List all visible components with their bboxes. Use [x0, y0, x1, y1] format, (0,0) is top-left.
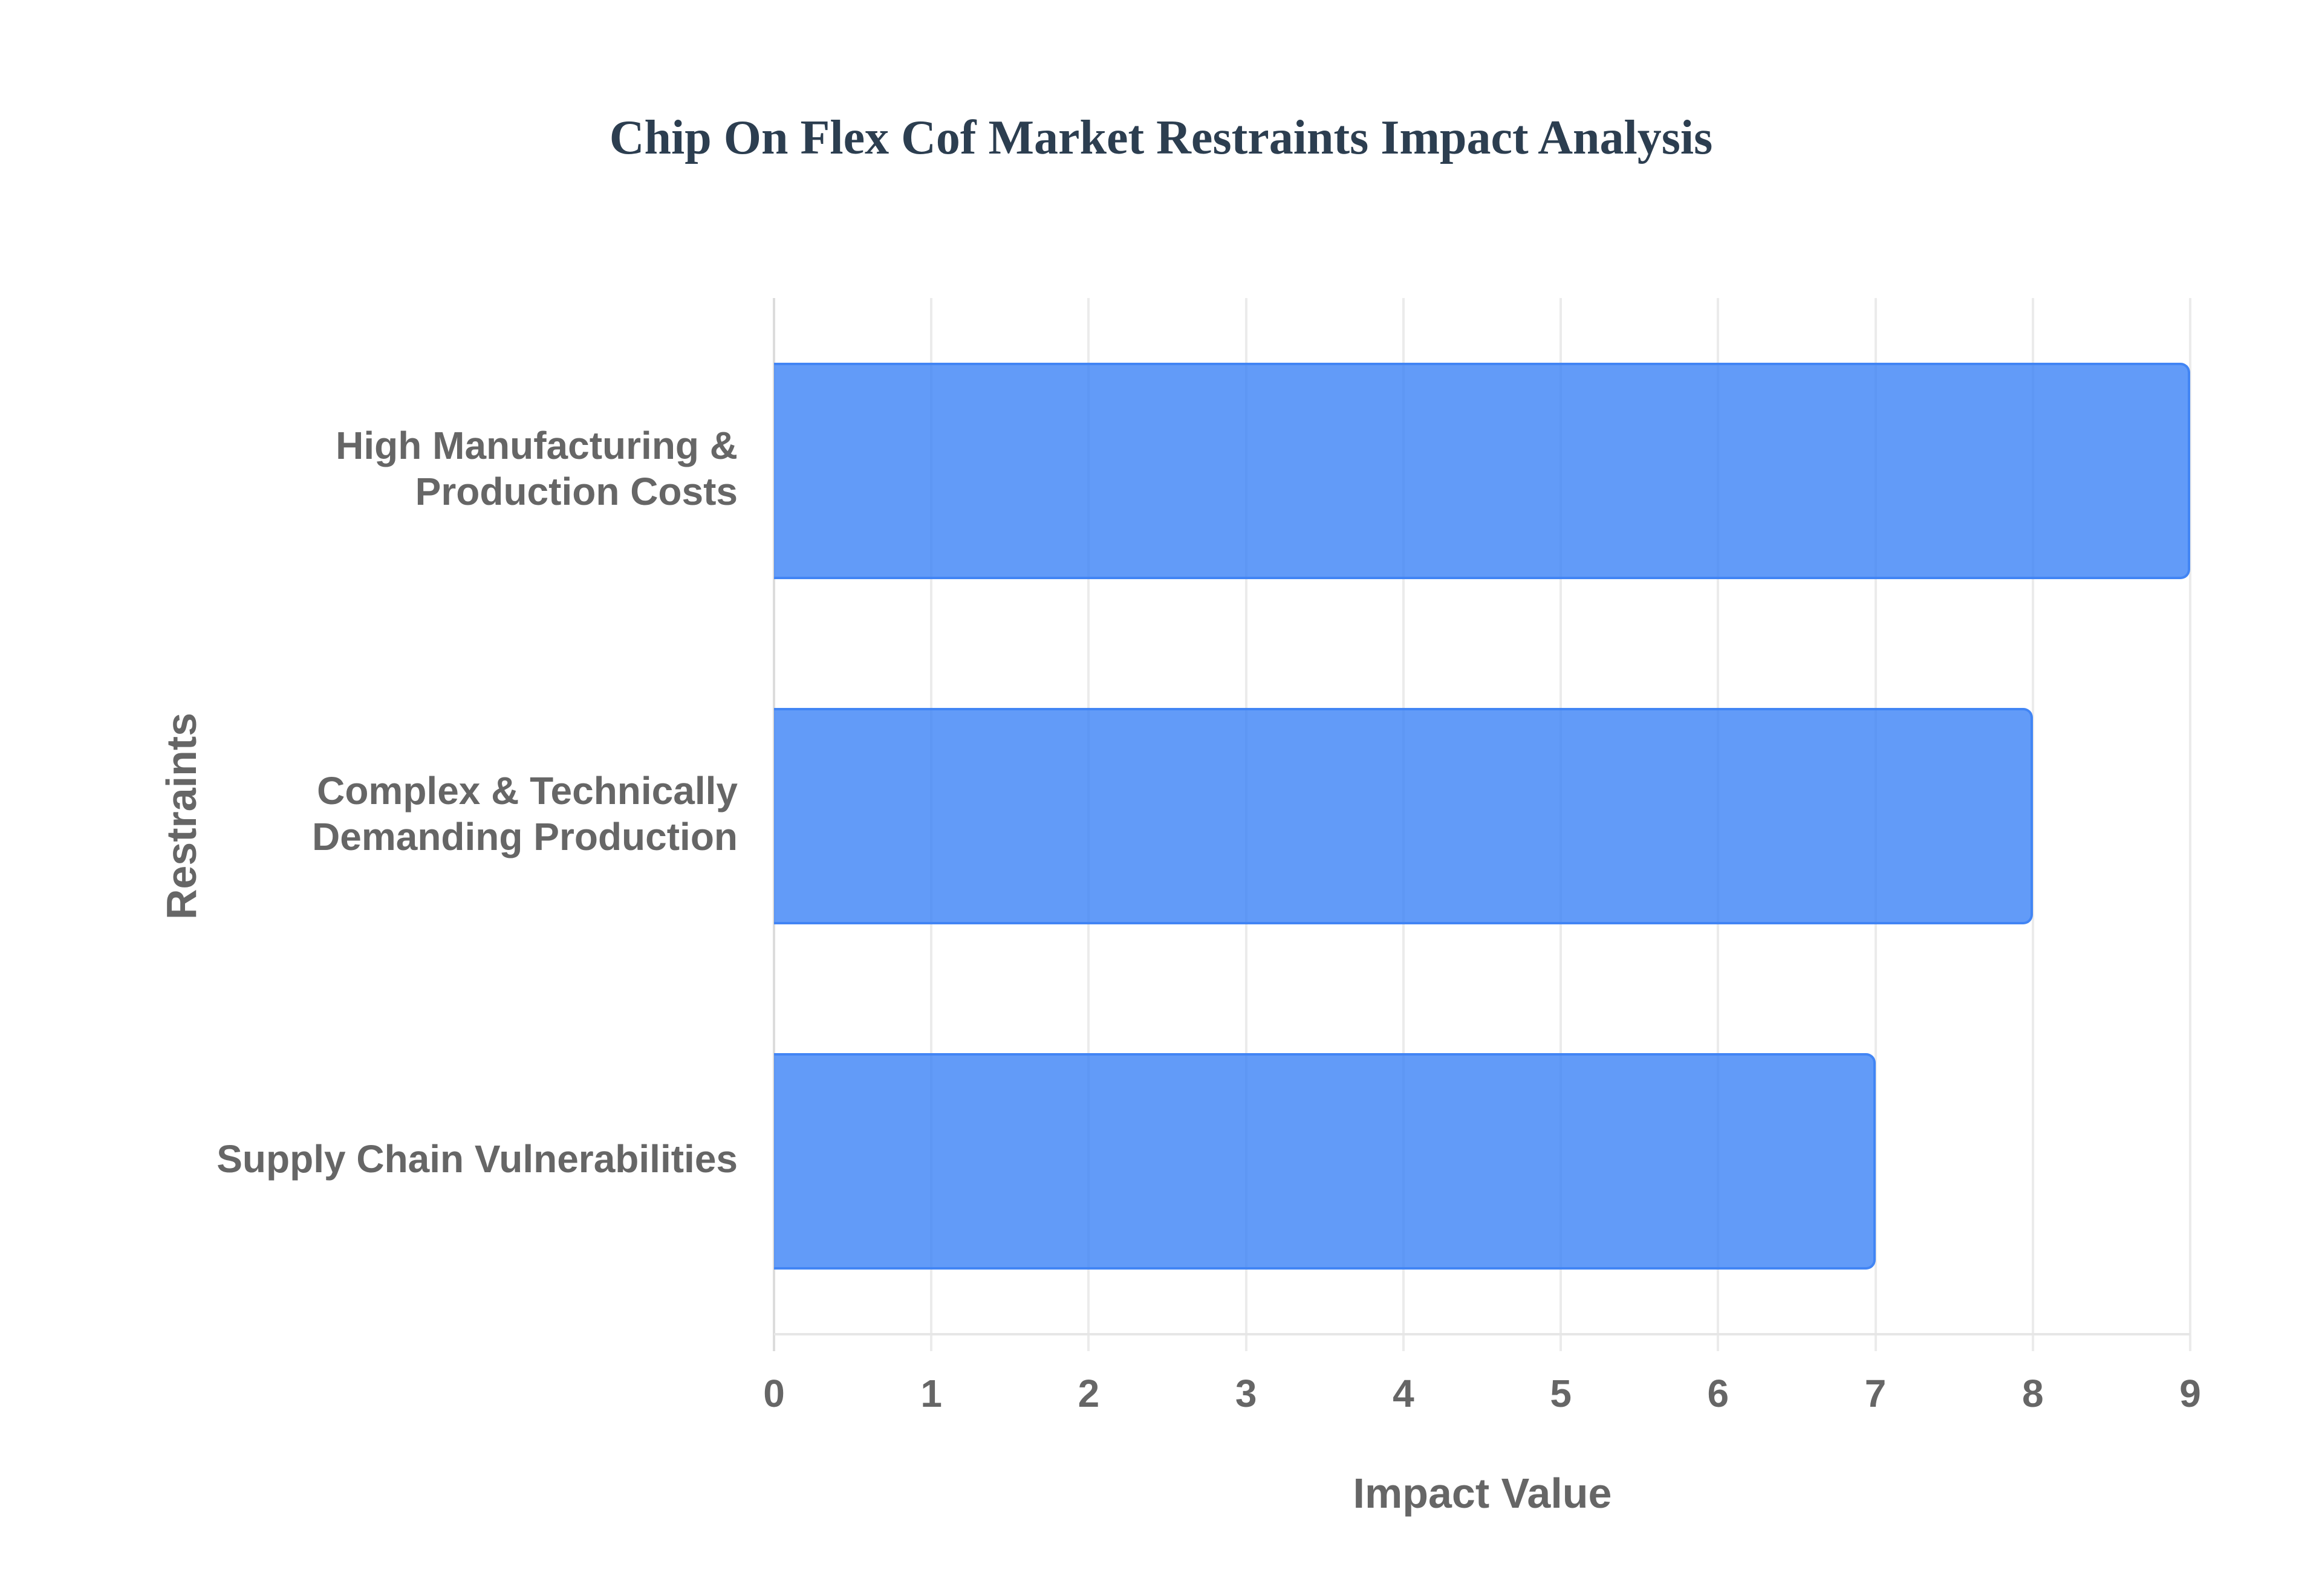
x-tick-label: 5 — [1550, 1372, 1572, 1415]
x-tick-label: 1 — [920, 1372, 943, 1415]
y-category-label: High Manufacturing & Production Costs — [194, 423, 738, 514]
bar[interactable] — [774, 362, 2190, 579]
bar[interactable] — [774, 1053, 1876, 1270]
x-tick-label: 6 — [1707, 1372, 1729, 1415]
x-axis-title: Impact Value — [1353, 1470, 1612, 1517]
x-axis-line — [774, 1333, 2190, 1335]
x-tick-label: 2 — [1078, 1372, 1100, 1415]
x-tick-label: 9 — [2179, 1372, 2201, 1415]
bar[interactable] — [774, 708, 2033, 924]
category-label-line: Demanding Production — [312, 815, 738, 858]
category-label-line: High Manufacturing & — [336, 423, 738, 467]
plot-area — [773, 298, 2191, 1351]
x-tick-label: 3 — [1235, 1372, 1257, 1415]
category-label-line: Production Costs — [415, 469, 738, 513]
gridline — [2189, 298, 2191, 1351]
category-label-line: Supply Chain Vulnerabilities — [216, 1137, 738, 1181]
chart-title: Chip On Flex Cof Market Restraints Impac… — [609, 111, 1713, 164]
y-category-label: Supply Chain Vulnerabilities — [194, 1136, 738, 1182]
y-category-label: Complex & Technically Demanding Productio… — [194, 768, 738, 860]
gridline — [2031, 298, 2034, 1351]
x-tick-label: 7 — [1864, 1372, 1887, 1415]
x-tick-label: 8 — [2021, 1372, 2044, 1415]
category-label-line: Complex & Technically — [317, 769, 738, 813]
x-tick-label: 4 — [1393, 1372, 1414, 1415]
x-tick-label: 0 — [763, 1372, 785, 1415]
